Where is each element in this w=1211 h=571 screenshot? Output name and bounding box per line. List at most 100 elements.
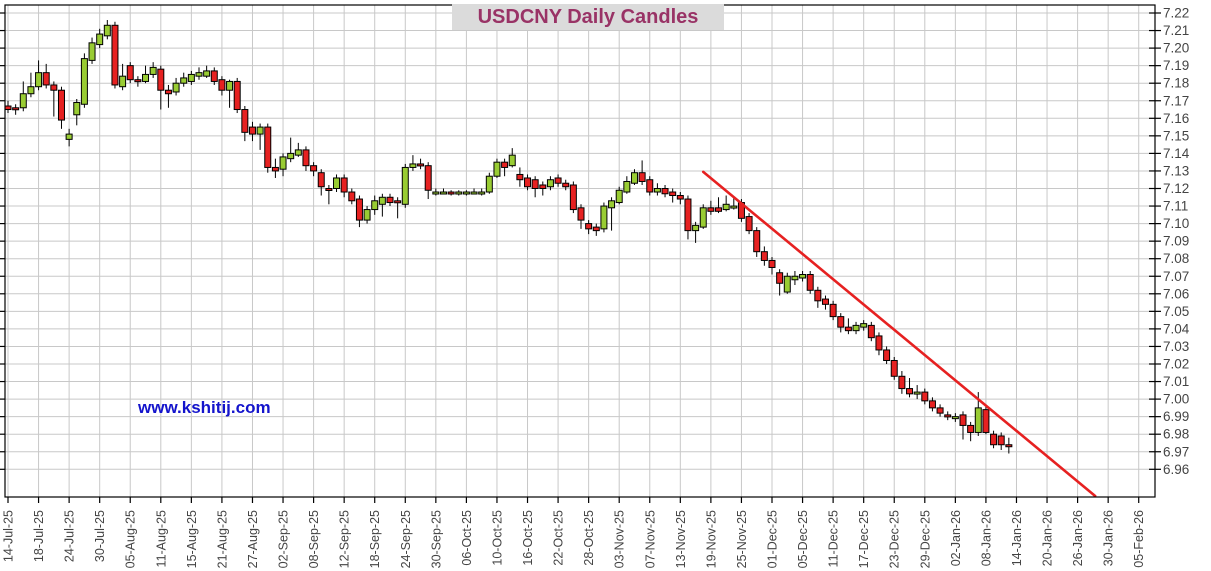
candle [852,321,860,335]
candle [256,123,264,150]
candle [730,197,738,210]
candle-body [577,207,585,221]
candle-body [310,165,318,172]
candle-body [821,298,829,305]
candle-body [19,93,27,109]
candle [692,221,700,243]
candle [210,67,218,85]
candle [837,313,845,333]
candle [936,404,944,417]
x-axis-label: 22-Oct-25 [552,510,566,566]
candle-body [944,414,952,418]
candle-body [424,165,432,191]
candle [226,79,234,108]
candle [516,167,524,187]
candle [248,121,256,142]
x-axis-label: 30-Sep-25 [429,510,443,568]
candle-body [646,179,654,193]
candle [485,172,493,194]
candle-body [149,66,157,75]
x-axis-label: 21-Aug-25 [215,510,229,568]
x-axis-label: 29-Dec-25 [918,510,932,568]
candle-body [760,251,768,261]
candle-body [348,191,356,202]
candle [27,72,35,98]
candle-body [715,207,723,212]
candle [42,63,50,89]
candle [233,77,241,114]
candle-body [951,416,959,420]
x-axis-label: 11-Dec-25 [827,510,841,567]
candle [119,63,127,91]
candle-body [302,149,310,167]
y-axis-label: 6.99 [1163,409,1189,424]
candle [531,176,539,198]
candle [279,153,287,177]
candle-body [317,172,325,188]
x-axis: 14-Jul-25 18-Jul-25 24-Jul-25 30-Jul-25 05-A… [2,497,1146,568]
y-axis-label: 7.21 [1163,23,1189,38]
candle [944,411,952,421]
candle-body [485,175,493,193]
candle [325,184,333,205]
candle-body [142,73,150,82]
candle-body [867,324,875,339]
candle [829,300,837,321]
y-axis-label: 7.10 [1163,216,1189,231]
candle-body [860,323,868,328]
x-axis-label: 02-Jan-26 [949,510,963,566]
candle-body [990,433,998,446]
x-axis-label: 06-Oct-25 [460,510,474,566]
chart-title: USDCNY Daily Candles [477,5,699,28]
candle-body [516,173,524,181]
candle [821,295,829,310]
candle-body [630,172,638,184]
candle [990,430,998,449]
candle [707,200,715,215]
candle [65,128,73,147]
x-axis-label: 02-Sep-25 [277,510,291,568]
candle [890,356,898,380]
candle-body [837,316,845,328]
y-axis-label: 7.14 [1163,146,1190,161]
candle [638,160,646,185]
y-axis-label: 7.17 [1163,93,1189,108]
candle [906,378,914,398]
candle-body [791,275,799,281]
candle [783,272,791,294]
candle [661,184,669,198]
candle [264,123,272,173]
candle [371,195,379,215]
candle [493,158,501,178]
candle [149,62,157,78]
candle [592,223,600,236]
candle-body [562,182,570,188]
candle-body [913,391,921,395]
candle-body [119,75,127,88]
candle [982,406,990,435]
candle-body [226,80,234,91]
candle [669,188,677,203]
candle [401,163,409,208]
candle [96,28,104,49]
x-axis-label: 14-Jul-25 [2,510,16,562]
y-axis-label: 7.02 [1163,357,1189,372]
candle [524,174,532,191]
candle [378,193,386,217]
candle-body [57,89,65,121]
candle-body [355,198,363,221]
candle-body [638,172,646,182]
candle-body [676,195,684,200]
candle [799,270,807,282]
candle-body [447,191,455,195]
x-axis-label: 05-Dec-25 [796,510,810,568]
candle [806,270,814,294]
candle [157,65,165,110]
x-axis-label: 08-Sep-25 [307,510,321,568]
candle [600,202,608,233]
candle-body [12,107,20,111]
candle [921,388,929,405]
candle [501,158,509,177]
candle-body [73,102,81,116]
